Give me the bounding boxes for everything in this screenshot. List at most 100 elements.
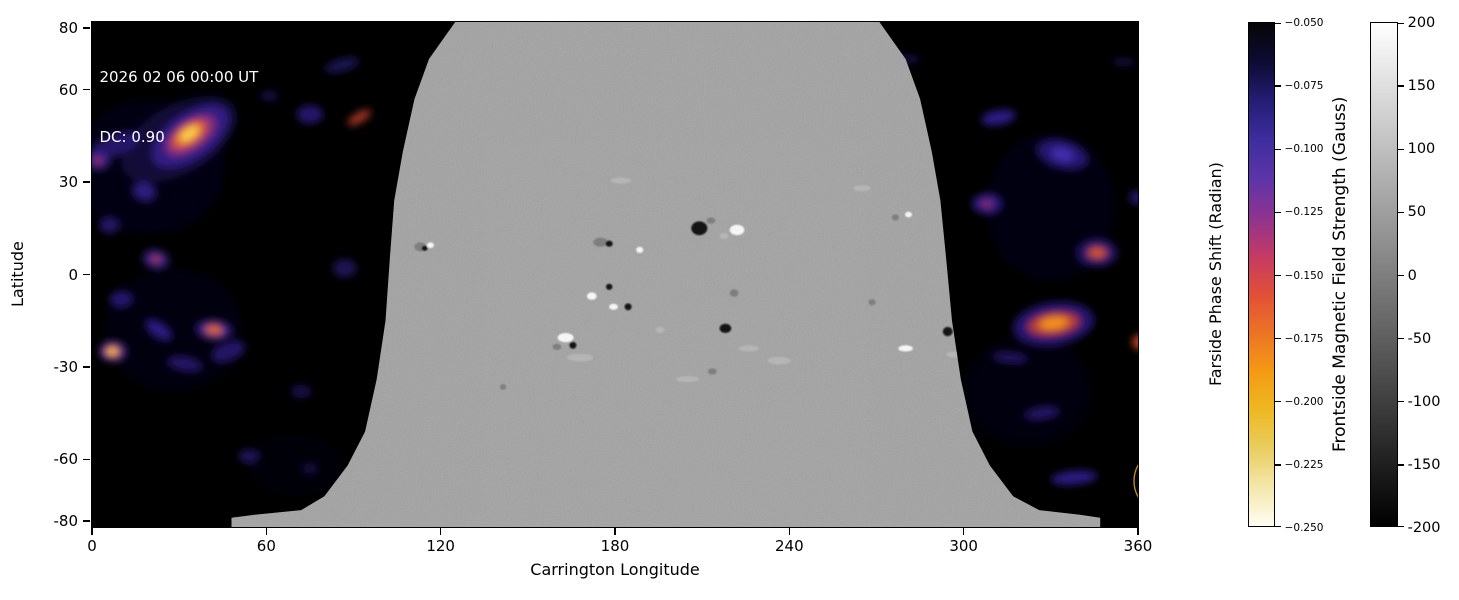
colorbar-tick-mark [1396, 337, 1404, 340]
active-region-spot [426, 241, 434, 248]
colorbar-tick-mark [1396, 85, 1404, 87]
frontside-colorbar-label: Frontside Magnetic Field Strength (Gauss… [1330, 96, 1350, 453]
farside-blob [248, 434, 342, 496]
x-tick-label: 300 [949, 537, 978, 555]
colorbar-tick-mark [1273, 274, 1281, 277]
x-tick-label: 180 [600, 537, 630, 555]
active-region-spot [897, 344, 913, 351]
active-region-spot [610, 177, 631, 184]
farside-blob [347, 109, 371, 125]
colorbar-tick-label: 150 [1407, 78, 1436, 95]
y-axis-label: Latitude [8, 241, 27, 308]
farside-blob [1131, 334, 1138, 349]
x-tick-mark [962, 528, 965, 535]
active-region-spot [904, 211, 912, 217]
x-tick-mark [265, 528, 268, 535]
colorbar-tick-label: −0.200 [1284, 395, 1324, 408]
active-region-spot [655, 326, 664, 333]
colorbar-tick-label: −0.250 [1284, 522, 1324, 534]
colorbar-tick-mark [1273, 148, 1281, 150]
active-region-spot [557, 332, 574, 342]
active-region-spot [719, 323, 731, 333]
nisp-logo: NSO INTEGRATED SYNOPTIC PROGRAMNISP [1132, 463, 1138, 498]
active-region-spot [738, 344, 759, 351]
active-region-spot [868, 298, 876, 305]
colorbar-tick-label: −0.075 [1284, 80, 1324, 93]
active-region-spot [675, 375, 699, 382]
farside-blob [109, 290, 133, 307]
colorbar-tick-label: -150 [1407, 456, 1441, 473]
farside-blob [992, 351, 1028, 363]
active-region-spot [635, 246, 643, 253]
farside-blob [238, 448, 259, 463]
active-region-spot [891, 213, 899, 221]
active-region-spot [767, 356, 791, 364]
farside-blob [92, 156, 102, 164]
x-tick-label: 360 [1123, 537, 1153, 555]
farside-blob [132, 181, 156, 201]
x-tick-mark [439, 528, 442, 535]
colorbar-tick-mark [1396, 23, 1404, 25]
active-region-spot [552, 343, 561, 350]
x-tick-mark [91, 528, 93, 535]
colorbar-tick-label: 50 [1407, 204, 1427, 221]
active-region-spot [719, 232, 728, 239]
farside-blob [296, 104, 323, 124]
farside-blob [324, 57, 359, 73]
colorbar-tick-mark [1396, 525, 1404, 527]
colorbar-tick-label: 200 [1407, 15, 1436, 31]
y-tick-label: -30 [53, 357, 79, 376]
y-tick-mark [83, 520, 90, 522]
farside-blob [980, 198, 993, 208]
active-region-spot [729, 288, 738, 297]
farside-blob [150, 254, 161, 263]
plot-area: NSO INTEGRATED SYNOPTIC PROGRAMNISP 2026… [90, 20, 1139, 528]
colorbar-tick-label: −0.225 [1284, 458, 1324, 471]
farside-colorbar-label: Farside Phase Shift (Radian) [1206, 162, 1225, 387]
colorbar-tick-mark [1396, 274, 1404, 277]
y-tick-mark [83, 181, 90, 183]
colorbar-tick-label: -100 [1407, 393, 1441, 410]
farside-blob [332, 258, 356, 277]
farside-blob [1038, 316, 1068, 330]
active-region-spot [608, 303, 618, 310]
colorbar-tick-label: -50 [1407, 330, 1432, 347]
farside-blob [1050, 470, 1097, 485]
colorbar-tick-mark [1396, 464, 1404, 466]
active-region-spot [605, 283, 612, 290]
active-region-spot [568, 341, 576, 349]
farside-blob [178, 125, 199, 142]
colorbar-tick-label: −0.100 [1284, 143, 1324, 156]
farside-blob [1111, 57, 1135, 66]
active-region-spot [690, 220, 707, 235]
farside-blob [103, 267, 243, 391]
active-region-spot [605, 240, 613, 247]
active-region-spot [729, 224, 744, 235]
x-tick-label: 60 [256, 537, 276, 555]
farside-blob [98, 216, 120, 233]
y-tick-mark [83, 273, 90, 276]
farside-blob [302, 463, 317, 473]
farside-blob [1087, 246, 1107, 258]
x-axis-label: Carrington Longitude [530, 560, 700, 579]
y-tick-mark [83, 366, 90, 368]
y-tick-mark [83, 458, 90, 460]
colorbar-tick-label: 100 [1407, 141, 1436, 158]
colorbar-tick-mark [1396, 401, 1404, 403]
colorbar-tick-mark [1273, 525, 1281, 527]
colorbar-tick-mark [1396, 211, 1404, 214]
active-region-spot [707, 367, 717, 375]
y-tick-label: -60 [53, 450, 79, 469]
annotation-date: 2026 02 06 00:00 UT [99, 67, 259, 86]
nisp-logo-disk [1132, 463, 1138, 498]
y-tick-mark [83, 27, 90, 29]
active-region-spot [852, 184, 871, 191]
x-tick-mark [614, 528, 616, 535]
colorbar-tick-mark [1273, 401, 1281, 403]
farside-blob [290, 384, 311, 398]
colorbar-tick-mark [1273, 464, 1281, 466]
colorbar-tick-label: −0.050 [1284, 17, 1324, 29]
colorbar-tick-label: −0.175 [1284, 332, 1324, 345]
farside-blob-layer [91, 23, 1138, 525]
